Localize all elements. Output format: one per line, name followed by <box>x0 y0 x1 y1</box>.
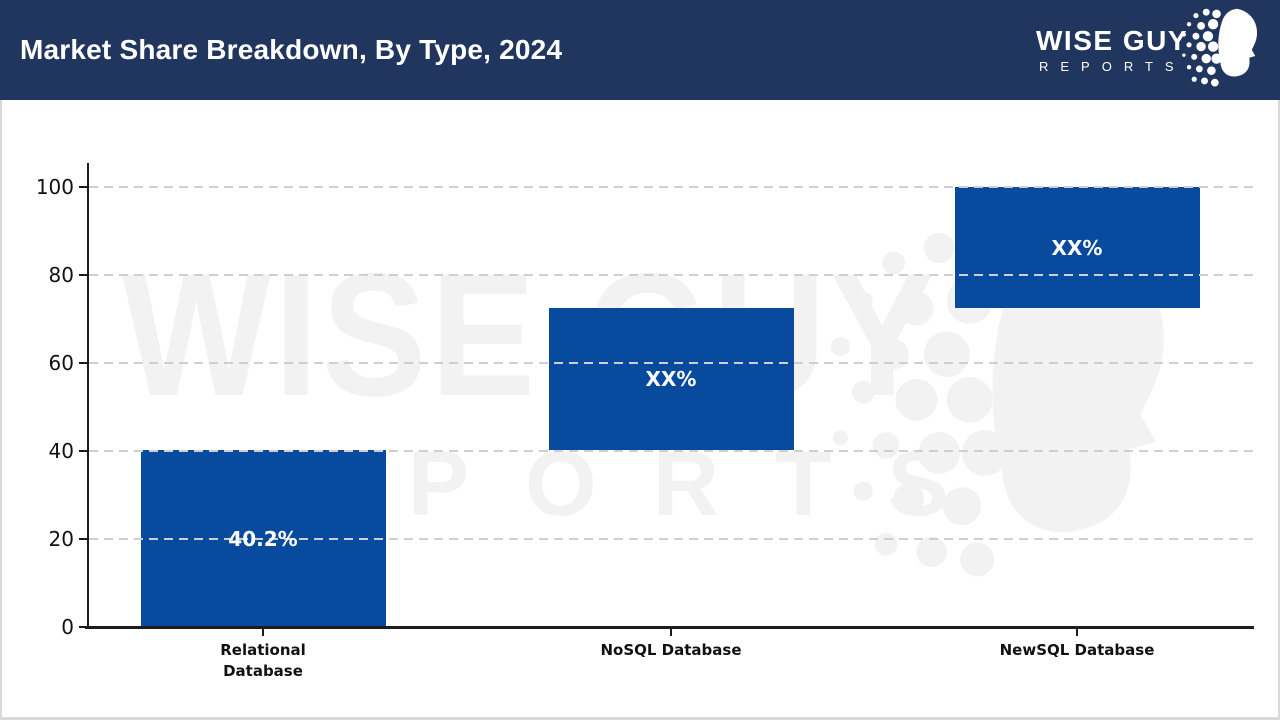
x-tick-label: Relational Database <box>113 640 413 682</box>
x-tick-label-line: Relational <box>220 641 306 659</box>
frame-edge-left <box>0 100 2 720</box>
bar-value-label: XX% <box>1051 235 1103 260</box>
grid-line <box>89 538 1254 540</box>
x-tick-mark <box>262 629 264 636</box>
y-tick-label: 80 <box>48 263 74 287</box>
bar <box>548 308 794 451</box>
y-tick-mark <box>79 274 87 276</box>
y-tick-mark <box>79 186 87 188</box>
logo-brand-text: WISE GUY <box>1035 24 1188 56</box>
y-tick-label: 100 <box>35 175 74 199</box>
x-tick-label: NoSQL Database <box>521 640 821 661</box>
bar-value-label: XX% <box>645 367 697 392</box>
y-tick-label: 40 <box>48 439 74 463</box>
header: Market Share Breakdown, By Type, 2024 WI… <box>0 0 1280 100</box>
y-tick-label: 0 <box>61 615 74 639</box>
x-tick-label-line: Database <box>223 662 303 680</box>
grid-line <box>89 362 1254 364</box>
x-tick-label-line: NoSQL Database <box>600 641 742 659</box>
bar-value-label: 40.2% <box>228 526 298 551</box>
page-title: Market Share Breakdown, By Type, 2024 <box>20 34 563 65</box>
x-tick-mark <box>1076 629 1078 636</box>
frame-edge-bottom <box>0 717 1280 720</box>
x-tick-label: NewSQL Database <box>927 640 1227 661</box>
grid-line <box>89 274 1254 276</box>
grid-line <box>89 186 1254 188</box>
y-tick-label: 20 <box>48 527 74 551</box>
wise-guy-reports-logo: WISE GUY REPORTS <box>1036 7 1266 93</box>
y-tick-mark <box>79 626 87 628</box>
logo-sub-text: REPORTS <box>1038 58 1186 74</box>
watermark-brand-text: WISE GUY <box>122 238 939 433</box>
y-tick-mark <box>79 450 87 452</box>
frame-edge-right <box>1278 100 1280 720</box>
bar <box>954 187 1200 308</box>
y-axis-spine <box>87 163 89 628</box>
y-tick-mark <box>79 362 87 364</box>
x-tick-mark <box>670 629 672 636</box>
x-axis-spine <box>85 626 1254 629</box>
y-tick-mark <box>79 538 87 540</box>
grid-line <box>89 450 1254 452</box>
dotted-face-logo-icon <box>1181 8 1258 87</box>
x-tick-label-line: NewSQL Database <box>999 641 1155 659</box>
y-tick-label: 60 <box>48 351 74 375</box>
